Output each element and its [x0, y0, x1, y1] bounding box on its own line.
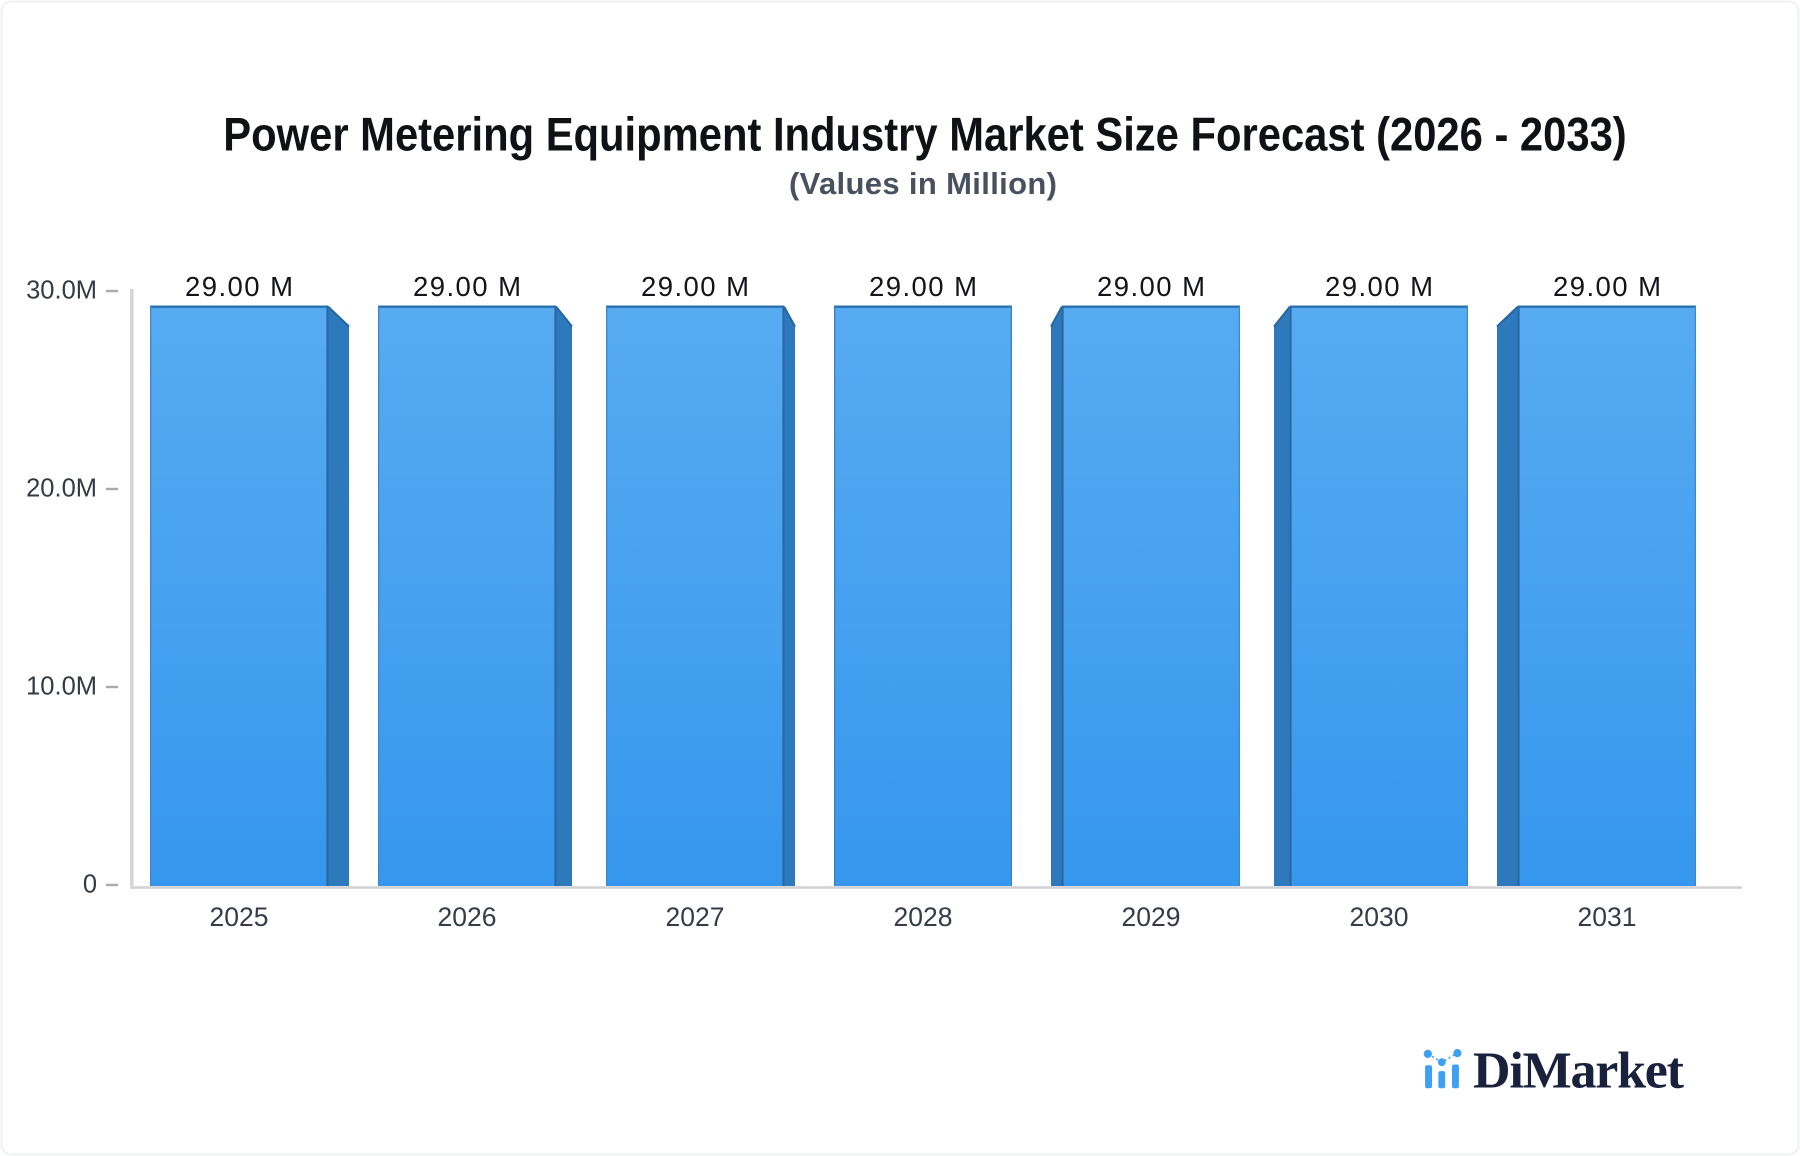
svg-text:29.00 M: 29.00 M — [185, 271, 293, 302]
svg-text:29.00 M: 29.00 M — [1097, 271, 1205, 302]
svg-text:2028: 2028 — [894, 902, 953, 932]
svg-text:10.0M: 10.0M — [26, 673, 97, 701]
svg-text:2031: 2031 — [1578, 902, 1637, 932]
svg-text:29.00 M: 29.00 M — [641, 271, 749, 302]
svg-text:29.00 M: 29.00 M — [869, 271, 977, 302]
svg-text:(Values in Million): (Values in Million) — [789, 166, 1057, 201]
svg-text:29.00 M: 29.00 M — [413, 271, 521, 302]
svg-text:30.0M: 30.0M — [26, 277, 97, 305]
svg-text:DiMarket: DiMarket — [1473, 1043, 1685, 1100]
svg-text:29.00 M: 29.00 M — [1553, 271, 1661, 302]
svg-text:Power Metering Equipment Indus: Power Metering Equipment Industry Market… — [223, 109, 1626, 161]
svg-text:2030: 2030 — [1350, 902, 1409, 932]
svg-text:29.00 M: 29.00 M — [1325, 271, 1433, 302]
svg-text:0: 0 — [83, 871, 97, 899]
svg-text:2029: 2029 — [1122, 902, 1181, 932]
svg-text:2027: 2027 — [666, 902, 725, 932]
svg-text:2025: 2025 — [210, 902, 269, 932]
svg-text:2026: 2026 — [438, 902, 497, 932]
svg-text:20.0M: 20.0M — [26, 475, 97, 503]
